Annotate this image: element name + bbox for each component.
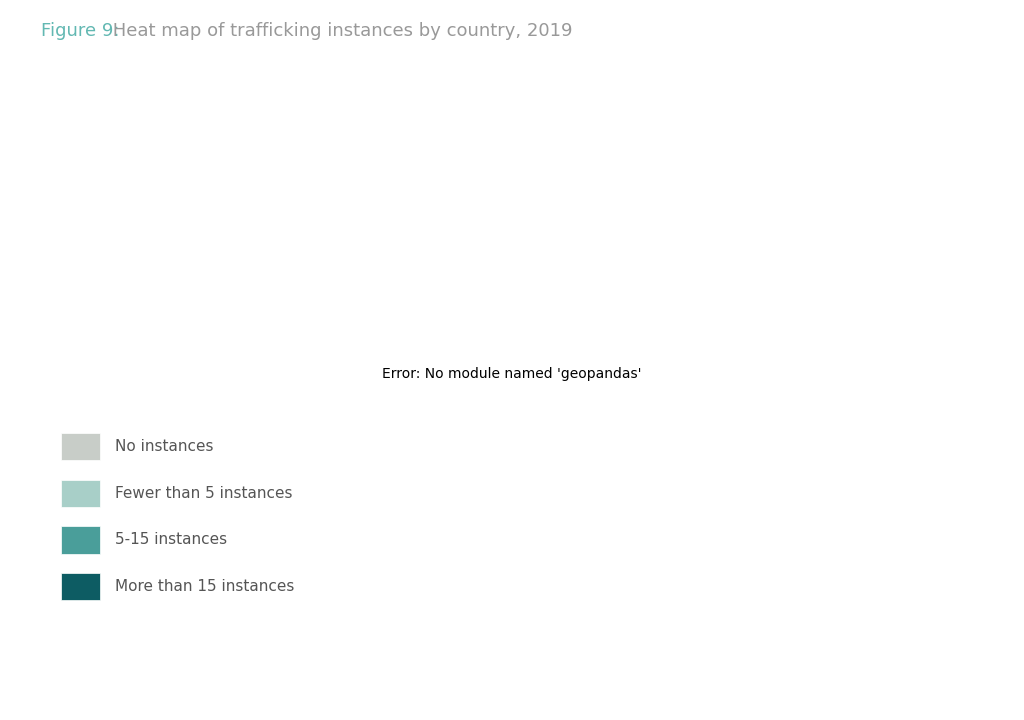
- Text: Heat map of trafficking instances by country, 2019: Heat map of trafficking instances by cou…: [108, 22, 572, 40]
- Text: 5-15 instances: 5-15 instances: [115, 533, 226, 547]
- Text: Error: No module named 'geopandas': Error: No module named 'geopandas': [382, 367, 642, 381]
- Text: Fewer than 5 instances: Fewer than 5 instances: [115, 486, 292, 500]
- Text: More than 15 instances: More than 15 instances: [115, 580, 294, 594]
- Text: Figure 9:: Figure 9:: [41, 22, 120, 40]
- Text: No instances: No instances: [115, 439, 213, 454]
